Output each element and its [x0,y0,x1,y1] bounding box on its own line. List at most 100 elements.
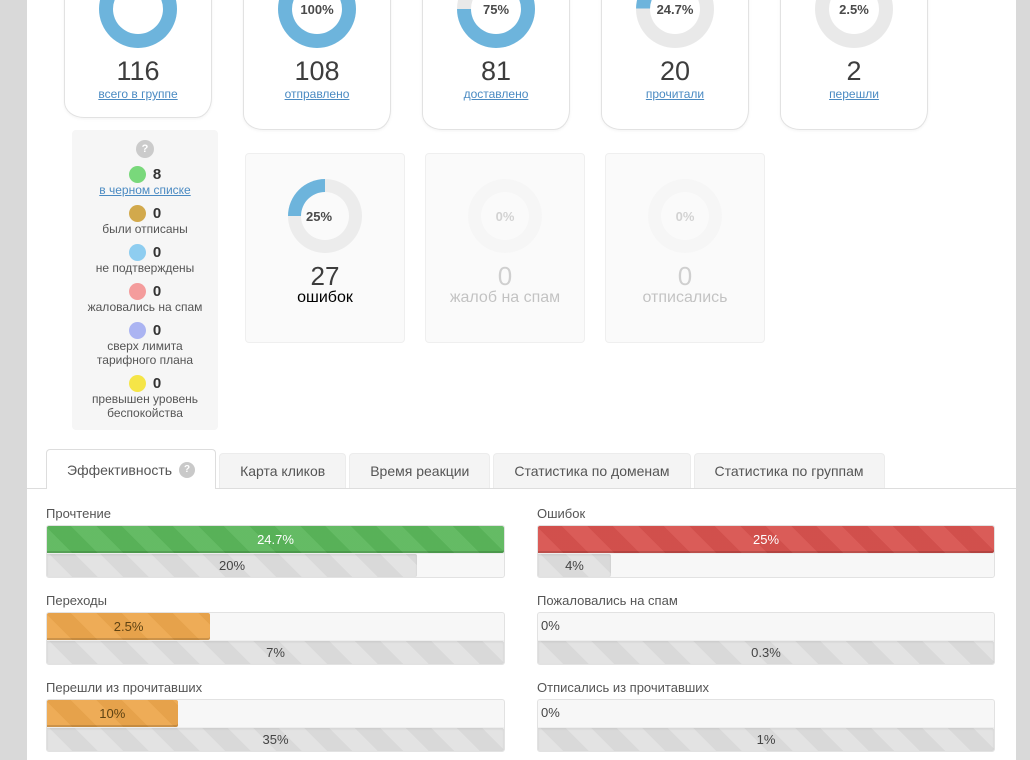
donut-chart-unsubscribed: 0% [648,179,722,253]
donut-chart-delivered: 75% [457,0,535,48]
stat-value: 116 [116,56,160,86]
legend-dot-row: 0 [72,283,218,300]
legend-label: сверх лимита тарифного плана [96,339,194,367]
right-gutter [1016,0,1030,760]
stat-link-total-in-group[interactable]: всего в группе [98,87,178,101]
card-spam-complaints: 0% 0 жалоб на спам [425,153,585,343]
left-gutter [0,0,27,760]
stat-value: 20 [659,56,691,86]
legend-count: 0 [152,322,162,339]
bar-average-row: 0.3% [538,640,994,664]
bar-average-row: 7% [47,640,504,664]
bar-value-label: 0% [541,618,560,633]
card-delivered: 75% 81 доставлено [422,0,570,130]
bar-average-row: 1% [538,727,994,751]
bar-value-row: 0% [538,613,994,640]
bar-click-rate: Переходы 2.5% 7% [46,593,505,665]
bar-title: Прочтение [46,506,111,521]
bar-value-fill: 25% [538,526,994,553]
bar-title: Ошибок [537,506,586,521]
tab-group-stats[interactable]: Статистика по группам [693,453,885,488]
bar-average-fill: 0.3% [538,641,994,664]
tab-label: Статистика по доменам [514,463,670,479]
bar-track: 24.7% 20% [46,525,505,578]
bar-track: 25% 4% [537,525,995,578]
card-clicked: 2.5% 2 перешли [780,0,928,130]
stat-link-errors[interactable]: ошибок [297,289,353,306]
legend-label: превышен уровень беспокойства [91,392,199,420]
legend-item-over-plan-limit: 0 сверх лимита тарифного плана [72,322,218,367]
donut-percent: 24.7% [656,1,694,17]
legend-dot-anxiety-exceeded [128,375,146,392]
legend-dot-blacklist [128,166,146,183]
tab-label: Карта кликов [240,463,326,479]
bar-track: 10% 35% [46,699,505,752]
legend-count: 0 [152,375,162,392]
tab-label: Время реакции [370,463,470,479]
bar-value-fill: 24.7% [47,526,504,553]
donut-percent: 0% [675,208,695,224]
bar-errors-rate: Ошибок 25% 4% [537,506,995,578]
tab-effectiveness[interactable]: Эффективность? [46,449,217,489]
legend-label: жаловались на спам [87,300,203,314]
legend-item-spam-complained: 0 жаловались на спам [72,283,218,314]
stat-value: 0 [497,261,513,291]
legend-label: были отписаны [102,222,188,236]
stat-value: 81 [480,56,512,86]
bar-value-row: 24.7% [47,526,504,553]
bar-average-row: 4% [538,553,994,577]
stat-link-clicked[interactable]: перешли [829,87,879,101]
legend-item-unconfirmed: 0 не подтверждены [72,244,218,275]
donut-percent: 2.5% [839,1,869,17]
help-icon[interactable]: ? [179,461,196,478]
legend-dot-over-plan-limit [128,322,146,339]
stat-label: жалоб на спам [449,289,561,306]
bar-average-fill: 1% [538,728,994,751]
tab-reaction-time[interactable]: Время реакции [349,453,491,488]
donut-chart-clicked: 2.5% [815,0,893,48]
legend-item-anxiety-exceeded: 0 превышен уровень беспокойства [72,375,218,420]
bar-average-row: 35% [47,727,504,751]
bar-track: 0% 1% [537,699,995,752]
legend-dot-row: 0 [72,205,218,222]
stat-value: 108 [294,56,340,86]
legend-dot-unconfirmed [128,244,146,261]
legend-dot-row: 8 [72,166,218,183]
stat-link-sent[interactable]: отправлено [284,87,350,101]
legend-label: не подтверждены [95,261,195,275]
stat-link-read[interactable]: прочитали [645,87,705,101]
stat-value: 2 [846,56,862,86]
bar-average-fill: 7% [47,641,504,664]
legend-count: 8 [152,166,162,183]
legend-item-unsubscribed-before: 0 были отписаны [72,205,218,236]
bar-spam-rate: Пожаловались на спам 0% 0.3% [537,593,995,665]
donut-chart-read: 24.7% [636,0,714,48]
summary-cards-row: 116 всего в группе 100% 108 отправлено 75% 81 д… [64,0,928,130]
card-unsubscribed: 0% 0 отписались [605,153,765,343]
stat-value: 0 [677,261,693,291]
bar-value-row: 25% [538,526,994,553]
card-read: 24.7% 20 прочитали [601,0,749,130]
help-icon[interactable]: ? [136,140,154,158]
stat-label: отписались [642,289,728,306]
card-sent: 100% 108 отправлено [243,0,391,130]
effectiveness-bars-right: Ошибок 25% 4% Пожаловались на спам 0% 0.3% Отп… [537,506,995,760]
bar-value-row: 10% [47,700,504,727]
legend-dot-unsubscribed-before [128,205,146,222]
legend-link-blacklist[interactable]: в черном списке [99,183,191,197]
donut-chart-sent: 100% [278,0,356,48]
legend-count: 0 [152,283,162,300]
stat-value: 27 [310,261,340,291]
stat-link-delivered[interactable]: доставлено [463,87,529,101]
legend-dot-spam-complained [128,283,146,300]
donut-percent: 100% [300,1,334,17]
bar-average-fill: 20% [47,554,418,577]
bar-average-row: 20% [47,553,504,577]
bar-title: Переходы [46,593,107,608]
donut-chart-spam-complaints: 0% [468,179,542,253]
tab-click-map[interactable]: Карта кликов [219,453,347,488]
tab-domain-stats[interactable]: Статистика по доменам [493,453,691,488]
